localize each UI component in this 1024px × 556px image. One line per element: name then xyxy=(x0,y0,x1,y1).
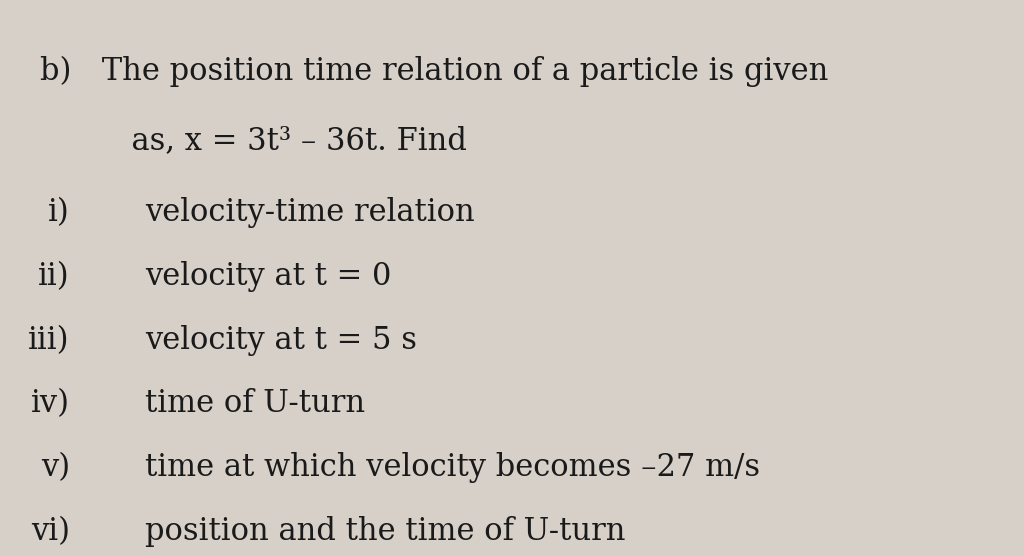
Text: b) The position time relation of a particle is given: b) The position time relation of a parti… xyxy=(40,56,828,87)
Text: position and the time of U-turn: position and the time of U-turn xyxy=(144,516,625,547)
Text: time of U-turn: time of U-turn xyxy=(144,389,365,419)
Text: iii): iii) xyxy=(29,325,70,356)
Text: vi): vi) xyxy=(31,516,70,547)
Text: iv): iv) xyxy=(31,389,70,419)
Text: as, x = 3t³ – 36t. Find: as, x = 3t³ – 36t. Find xyxy=(40,125,467,156)
Text: ii): ii) xyxy=(38,261,70,292)
Text: velocity at t = 0: velocity at t = 0 xyxy=(144,261,391,292)
Text: v): v) xyxy=(41,452,70,483)
Text: time at which velocity becomes –27 m/s: time at which velocity becomes –27 m/s xyxy=(144,452,760,483)
Text: velocity at t = 5 s: velocity at t = 5 s xyxy=(144,325,417,356)
Text: velocity-time relation: velocity-time relation xyxy=(144,197,474,228)
Text: i): i) xyxy=(48,197,70,228)
